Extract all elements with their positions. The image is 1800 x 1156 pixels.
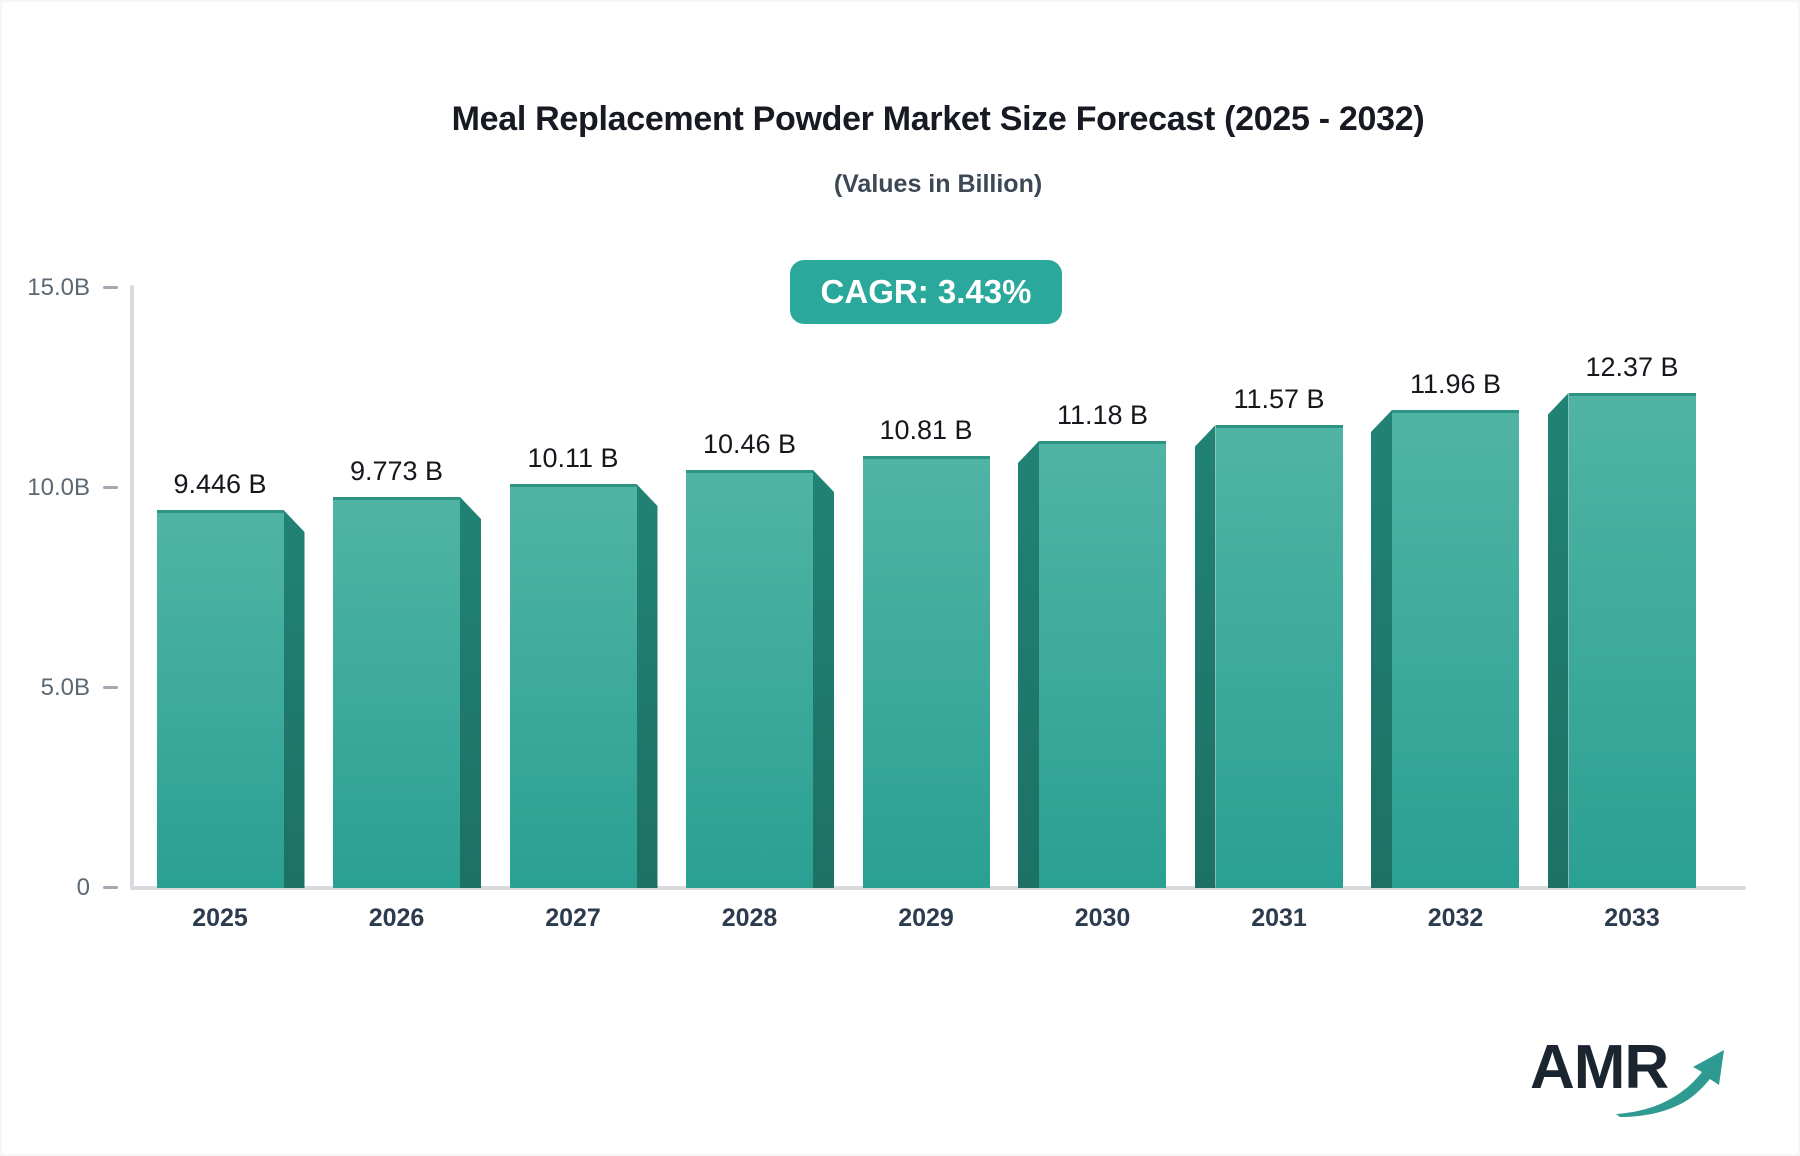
- bar-value-label: 12.37 B: [1585, 352, 1679, 382]
- y-tick-label: 0: [76, 874, 90, 901]
- bar-3d-side: [1194, 425, 1216, 888]
- y-tick-label: 15.0B: [27, 274, 90, 301]
- bar-value-label: 9.773 B: [349, 456, 444, 486]
- x-tick-label-2029: 2029: [898, 904, 954, 932]
- cagr-badge: CAGR: 3.43%: [790, 260, 1062, 324]
- bar-2032: [1392, 410, 1519, 888]
- bar-value-label: 11.57 B: [1233, 384, 1325, 414]
- growth-arrow-icon: [1616, 1050, 1724, 1117]
- bar-value-label: 11.96 B: [1409, 369, 1502, 399]
- bar-2027: [509, 484, 637, 888]
- x-tick-label-2033: 2033: [1604, 904, 1660, 932]
- bar-2031: [1215, 425, 1343, 888]
- x-tick-label-2032: 2032: [1427, 904, 1484, 932]
- amr-logo: AMR: [1530, 1032, 1730, 1122]
- y-tick-mark: [103, 886, 118, 889]
- x-tick-label-2027: 2027: [545, 904, 601, 932]
- x-tick-label-2031: 2031: [1251, 904, 1307, 932]
- bar-3d-side: [460, 497, 481, 888]
- bar-value-label: 10.81 B: [879, 415, 973, 445]
- bar-2030: [1039, 441, 1166, 888]
- bar-3d-side: [1547, 393, 1569, 888]
- x-tick-label-2030: 2030: [1074, 904, 1131, 932]
- x-tick-label-2028: 2028: [721, 904, 778, 932]
- bar-value-label: 10.11 B: [527, 443, 619, 473]
- page-title: Meal Replacement Powder Market Size Fore…: [451, 100, 1425, 138]
- bar-2028: [686, 470, 813, 888]
- bar-2033: [1568, 393, 1696, 888]
- chart-subtitle: (Values in Billion): [833, 170, 1043, 198]
- bar-3d-side: [1371, 410, 1392, 888]
- bar-3d-side: [283, 510, 305, 888]
- bar-value-label: 10.46 B: [702, 429, 797, 459]
- bar-3d-side: [813, 470, 834, 888]
- y-tick-mark: [103, 286, 118, 289]
- y-tick-mark: [103, 486, 118, 489]
- x-tick-label-2026: 2026: [368, 904, 425, 932]
- x-axis-baseline: [130, 886, 1746, 890]
- y-tick-label: 10.0B: [27, 474, 90, 501]
- bar-2029: [862, 456, 990, 888]
- bar-2025: [156, 510, 284, 888]
- bar-3d-side: [636, 484, 658, 888]
- y-axis-line: [130, 285, 134, 890]
- bar-2026: [333, 497, 460, 888]
- y-tick-mark: [103, 686, 118, 689]
- bar-value-label: 11.18 B: [1056, 400, 1149, 430]
- bar-value-label: 9.446 B: [173, 469, 267, 499]
- bar-3d-side: [1018, 441, 1039, 888]
- y-tick-label: 5.0B: [40, 674, 90, 701]
- amr-logo-text: AMR: [1530, 1033, 1669, 1102]
- x-tick-label-2025: 2025: [192, 904, 248, 932]
